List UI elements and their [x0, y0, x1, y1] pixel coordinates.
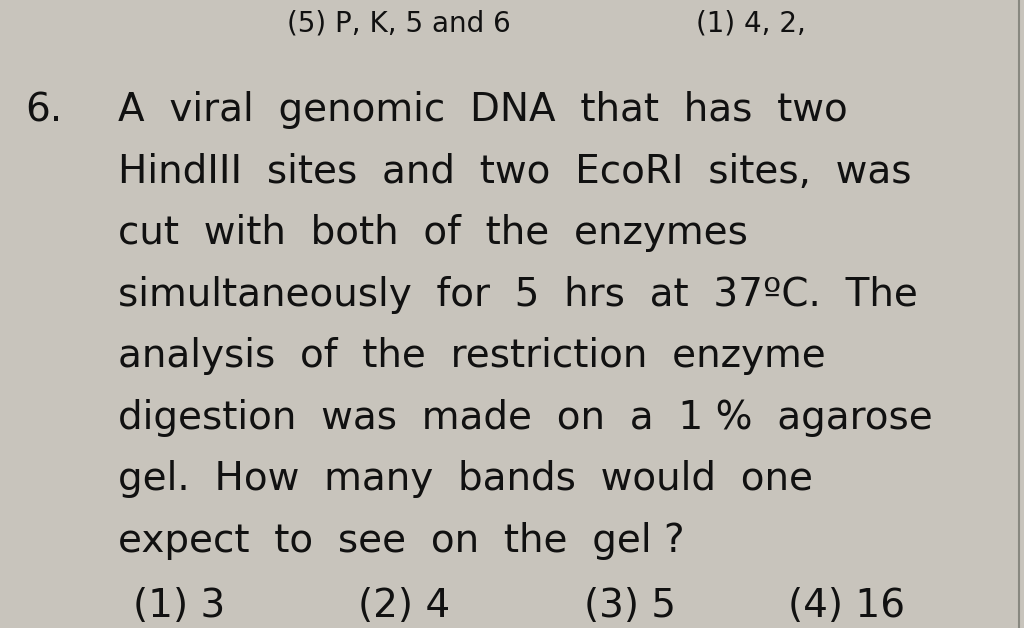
- Text: (2) 4: (2) 4: [358, 587, 451, 625]
- Text: expect  to  see  on  the  gel ?: expect to see on the gel ?: [118, 522, 684, 560]
- Text: simultaneously  for  5  hrs  at  37ºC.  The: simultaneously for 5 hrs at 37ºC. The: [118, 276, 918, 314]
- Text: (3) 5: (3) 5: [584, 587, 676, 625]
- Text: cut  with  both  of  the  enzymes: cut with both of the enzymes: [118, 214, 748, 252]
- Text: digestion  was  made  on  a  1 %  agarose: digestion was made on a 1 % agarose: [118, 399, 933, 437]
- Text: (1) 4, 2,: (1) 4, 2,: [696, 9, 806, 38]
- Text: A  viral  genomic  DNA  that  has  two: A viral genomic DNA that has two: [118, 91, 848, 129]
- Text: 6.: 6.: [26, 91, 62, 129]
- Text: gel.  How  many  bands  would  one: gel. How many bands would one: [118, 460, 813, 499]
- Text: HindIII  sites  and  two  EcoRI  sites,  was: HindIII sites and two EcoRI sites, was: [118, 153, 911, 191]
- Text: analysis  of  the  restriction  enzyme: analysis of the restriction enzyme: [118, 337, 825, 376]
- Text: (4) 16: (4) 16: [788, 587, 905, 625]
- Text: (1) 3: (1) 3: [133, 587, 225, 625]
- Text: (5) P, K, 5 and 6: (5) P, K, 5 and 6: [287, 9, 511, 38]
